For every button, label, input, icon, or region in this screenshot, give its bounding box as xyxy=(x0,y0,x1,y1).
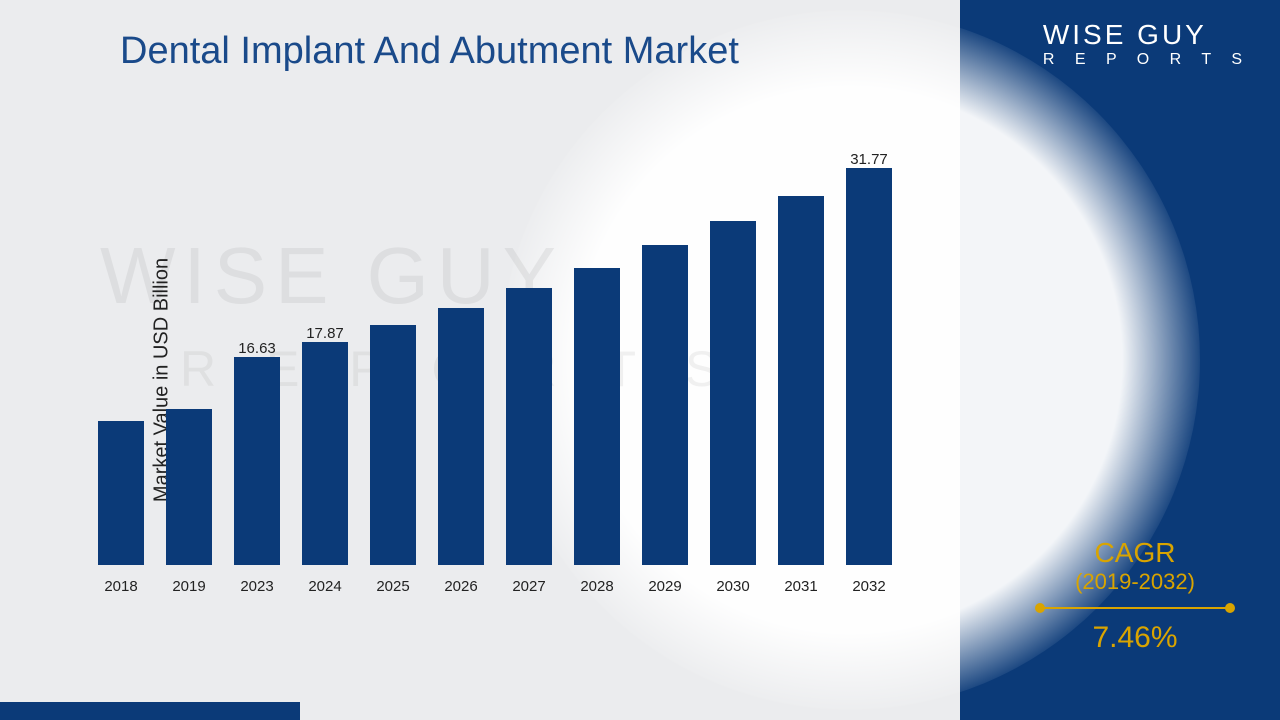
bar-group xyxy=(368,325,418,565)
bar xyxy=(778,196,824,565)
bar-group xyxy=(436,308,486,566)
bar-group xyxy=(504,288,554,566)
bar-group: 31.77 xyxy=(844,168,894,565)
logo-text-top: WISE GUY xyxy=(1043,20,1250,49)
x-axis-tick-label: 2029 xyxy=(640,578,690,595)
cagr-period: (2019-2032) xyxy=(1040,569,1230,595)
x-axis-labels: 2018 2019 2023 2024 2025 2026 2027 2028 2029 2030… xyxy=(90,578,900,595)
x-axis-tick-label: 2026 xyxy=(436,578,486,595)
bar xyxy=(166,409,212,565)
bar xyxy=(642,245,688,565)
bar-group xyxy=(572,268,622,566)
x-axis-tick-label: 2025 xyxy=(368,578,418,595)
cagr-divider xyxy=(1040,607,1230,609)
page-title: Dental Implant And Abutment Market xyxy=(120,30,739,73)
bar xyxy=(234,357,280,565)
bar xyxy=(574,268,620,566)
x-axis-tick-label: 2031 xyxy=(776,578,826,595)
x-axis-tick-label: 2028 xyxy=(572,578,622,595)
bar-group xyxy=(776,196,826,565)
bar-group xyxy=(96,421,146,565)
x-axis-tick-label: 2019 xyxy=(164,578,214,595)
bar-value-label: 17.87 xyxy=(306,325,344,342)
bar-group: 17.87 xyxy=(300,342,350,565)
bar xyxy=(438,308,484,566)
bar xyxy=(506,288,552,566)
cagr-box: CAGR (2019-2032) 7.46% xyxy=(1040,537,1230,655)
bar-value-label: 16.63 xyxy=(238,340,276,357)
x-axis-tick-label: 2032 xyxy=(844,578,894,595)
cagr-value: 7.46% xyxy=(1040,621,1230,655)
bar xyxy=(302,342,348,565)
x-axis-tick-label: 2024 xyxy=(300,578,350,595)
x-axis-tick-label: 2023 xyxy=(232,578,282,595)
bar-value-label: 31.77 xyxy=(850,151,888,168)
bar xyxy=(846,168,892,565)
bars-container: 16.63 17.87 31.77 xyxy=(90,165,900,565)
decorative-bottom-bar xyxy=(0,702,300,720)
bar xyxy=(98,421,144,565)
x-axis-tick-label: 2018 xyxy=(96,578,146,595)
bar-group: 16.63 xyxy=(232,357,282,565)
x-axis-tick-label: 2030 xyxy=(708,578,758,595)
bar-group xyxy=(708,221,758,565)
bar-group xyxy=(640,245,690,565)
brand-logo: WISE GUY R E P O R T S xyxy=(1043,20,1250,69)
bar xyxy=(370,325,416,565)
x-axis-tick-label: 2027 xyxy=(504,578,554,595)
logo-text-bottom: R E P O R T S xyxy=(1043,51,1250,69)
bar xyxy=(710,221,756,565)
bar-chart: Market Value in USD Billion 16.6317.8731… xyxy=(90,165,900,595)
bar-group xyxy=(164,409,214,565)
cagr-label: CAGR xyxy=(1040,537,1230,569)
